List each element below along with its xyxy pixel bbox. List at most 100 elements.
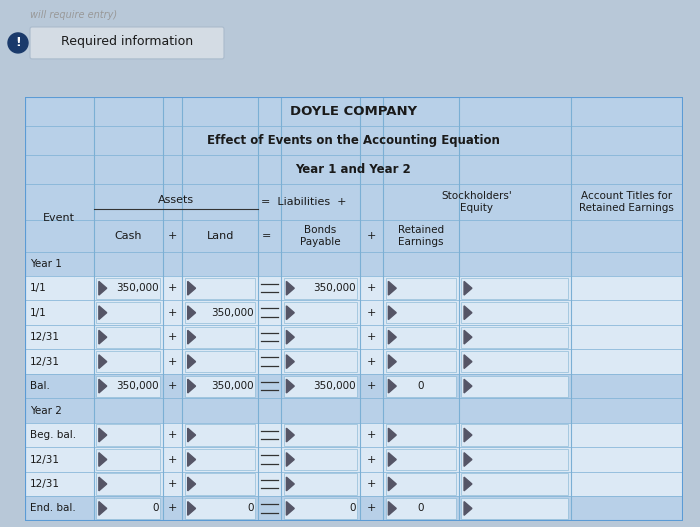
Bar [185,425,256,446]
Text: 1/1: 1/1 [30,308,46,318]
Text: +: + [168,332,177,342]
Bar [386,327,456,348]
Text: Bonds
Payable: Bonds Payable [300,225,341,247]
Bar [386,498,456,519]
Polygon shape [99,330,106,344]
Polygon shape [188,281,195,295]
Bar [25,349,682,374]
Bar [96,449,160,470]
Polygon shape [99,477,106,491]
Text: Bal.: Bal. [30,381,50,391]
FancyBboxPatch shape [30,27,224,59]
Bar [284,498,358,519]
Text: 350,000: 350,000 [211,381,254,391]
Bar [386,425,456,446]
Text: 0: 0 [418,503,424,513]
Polygon shape [464,306,472,319]
Bar [386,351,456,372]
Text: +: + [367,231,377,241]
Bar [386,449,456,470]
Polygon shape [286,502,294,515]
Text: +: + [367,503,377,513]
Text: Cash: Cash [114,231,142,241]
Polygon shape [286,379,294,393]
Polygon shape [389,306,396,319]
Bar [461,449,568,470]
Bar [185,327,256,348]
Polygon shape [99,306,106,319]
Text: Year 2: Year 2 [30,406,62,416]
Bar [461,376,568,397]
Bar [25,300,682,325]
Polygon shape [99,502,106,515]
Polygon shape [464,477,472,491]
Bar [25,496,682,521]
Text: 12/31: 12/31 [30,479,60,489]
Bar [284,425,358,446]
Polygon shape [99,281,106,295]
Bar [284,376,358,397]
Bar [25,423,682,447]
Text: +: + [367,357,377,367]
Text: +: + [168,308,177,318]
Polygon shape [389,379,396,393]
Bar [386,278,456,299]
Circle shape [8,33,28,53]
Text: Effect of Events on the Accounting Equation: Effect of Events on the Accounting Equat… [207,134,500,147]
Text: +: + [168,231,177,241]
Text: 12/31: 12/31 [30,454,60,464]
Polygon shape [464,379,472,393]
Bar [386,302,456,323]
Text: 1/1: 1/1 [30,283,46,293]
Bar [461,498,568,519]
Polygon shape [286,330,294,344]
Polygon shape [286,453,294,466]
Polygon shape [188,428,195,442]
Polygon shape [286,306,294,319]
Polygon shape [188,306,195,319]
Polygon shape [389,281,396,295]
Bar [461,302,568,323]
Bar [25,398,682,423]
Polygon shape [286,281,294,295]
Bar [25,447,682,472]
Text: +: + [367,308,377,318]
Polygon shape [464,428,472,442]
Text: =  Liabilities  +: = Liabilities + [261,197,347,207]
Text: End. bal.: End. bal. [30,503,76,513]
Text: DOYLE COMPANY: DOYLE COMPANY [290,105,417,119]
Text: Assets: Assets [158,194,194,204]
Bar [284,351,358,372]
Text: +: + [367,479,377,489]
Polygon shape [286,355,294,368]
Bar [185,351,256,372]
Text: +: + [168,430,177,440]
Bar [461,327,568,348]
Bar [25,276,682,300]
Polygon shape [389,477,396,491]
Bar [461,278,568,299]
Text: +: + [168,454,177,464]
Text: +: + [168,283,177,293]
Polygon shape [99,355,106,368]
Text: Land: Land [206,231,234,241]
Text: +: + [168,381,177,391]
Bar [386,376,456,397]
Bar [461,425,568,446]
Bar [284,327,358,348]
Text: 0: 0 [349,503,356,513]
Text: 0: 0 [248,503,254,513]
Bar [386,473,456,494]
Text: 350,000: 350,000 [314,283,356,293]
Polygon shape [464,330,472,344]
Bar [284,473,358,494]
Bar [185,278,256,299]
Text: Stockholders'
Equity: Stockholders' Equity [442,191,512,213]
Bar [185,473,256,494]
Bar [96,425,160,446]
Text: Required information: Required information [61,35,193,48]
Polygon shape [188,355,195,368]
Text: Year 1: Year 1 [30,259,62,269]
Polygon shape [188,330,195,344]
Text: +: + [367,381,377,391]
